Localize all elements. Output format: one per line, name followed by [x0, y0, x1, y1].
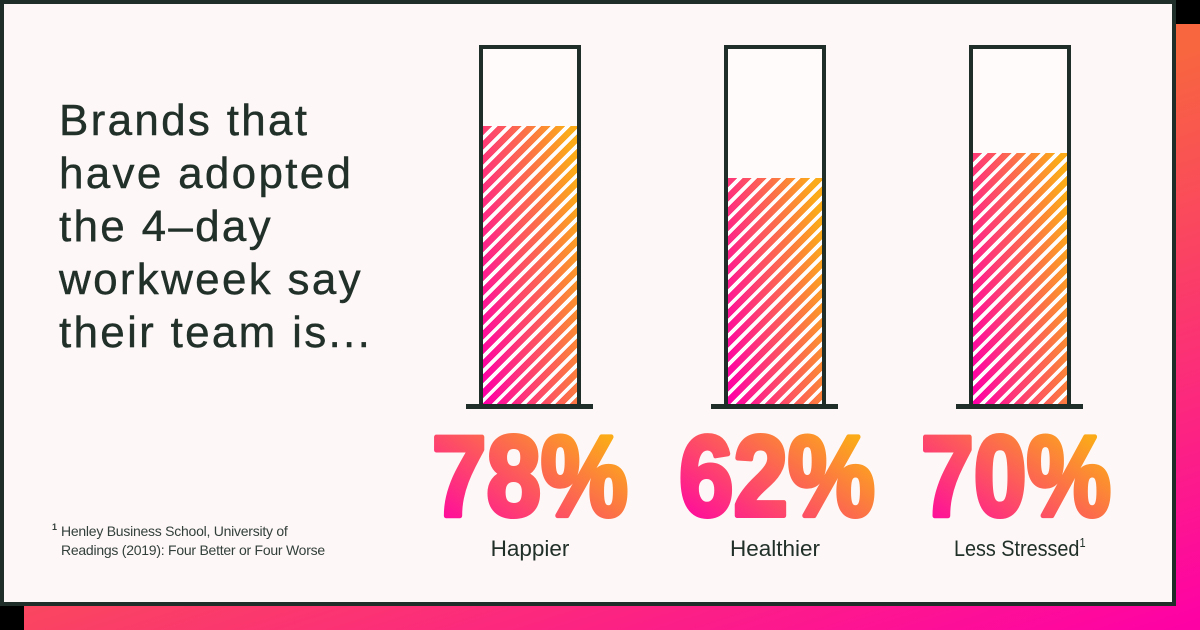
svg-text:78%: 78%: [432, 425, 628, 525]
svg-text:62%: 62%: [679, 425, 875, 525]
svg-text:70%: 70%: [921, 425, 1111, 525]
